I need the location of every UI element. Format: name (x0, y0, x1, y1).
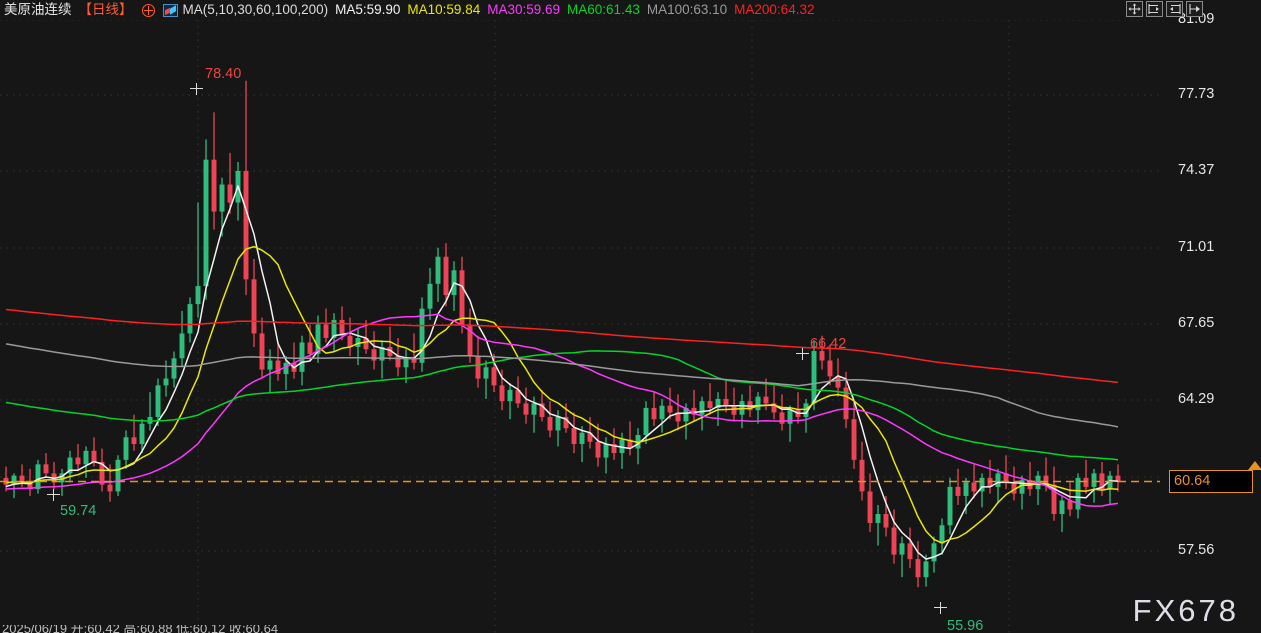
ma-title: MA(5,10,30,60,100,200) (182, 2, 329, 17)
ma-line-30 (5, 313, 1119, 507)
candlesticks (3, 80, 1121, 588)
axis-label-4: 67.65 (1178, 315, 1215, 331)
align-left-icon[interactable] (1146, 1, 1163, 17)
ma-line-10 (5, 245, 1119, 544)
ma-line-100 (5, 343, 1119, 428)
mini-chart-icon[interactable] (162, 3, 178, 17)
axis-label-7: 57.56 (1178, 542, 1215, 558)
symbol-name: 美原油连续 (4, 2, 72, 17)
high-annotation: 78.40 (205, 66, 242, 82)
chart-plot-area[interactable] (0, 20, 1160, 633)
ma200-value: MA200:64.32 (734, 2, 815, 17)
low-annotation-right: 55.96 (947, 618, 984, 633)
crosshair-move-icon[interactable] (1126, 1, 1143, 17)
period-label: 【日线】 (78, 2, 133, 17)
ma30-value: MA30:59.69 (487, 2, 561, 17)
axis-label-5: 64.29 (1178, 391, 1215, 407)
ma60-value: MA60:61.43 (567, 2, 640, 17)
chart-toolbar (1126, 1, 1203, 17)
low-annotation-left: 59.74 (60, 503, 97, 519)
moving-average-lines (5, 185, 1119, 560)
axis-label-3: 71.01 (1178, 239, 1215, 255)
align-right-icon[interactable] (1166, 1, 1183, 17)
ohlc-info-strip: 2025/06/19 开:60.42 高:60.88 低:60.12 收:60.… (0, 625, 1261, 633)
current-price-tag[interactable]: 60.64 (1169, 470, 1253, 494)
grid-lines (0, 20, 1160, 633)
price-arrow-icon (1248, 461, 1261, 471)
price-axis[interactable]: 81.0977.7374.3771.0167.6564.2960.9257.56… (1160, 11, 1261, 633)
axis-label-2: 74.37 (1178, 162, 1215, 178)
ohlc-info-text: 2025/06/19 开:60.42 高:60.88 低:60.12 收:60.… (2, 625, 279, 633)
ma5-value: MA5:59.90 (335, 2, 401, 17)
candlestick-svg (0, 20, 1160, 633)
ma-line-200 (5, 308, 1119, 384)
watermark: FX678 (1132, 593, 1239, 628)
mid-annotation: 66.42 (810, 336, 847, 352)
scroll-end-icon[interactable] (1186, 1, 1203, 17)
ma100-value: MA100:63.10 (646, 2, 728, 17)
circle-plus-icon[interactable] (141, 3, 155, 17)
ma-line-5 (5, 185, 1119, 560)
axis-label-1: 77.73 (1178, 86, 1215, 102)
chart-header: 美原油连续 【日线】 MA(5,10,30,60,100,200) MA5:59… (0, 0, 1261, 20)
ma-line-60 (5, 350, 1119, 461)
ma10-value: MA10:59.84 (407, 2, 481, 17)
